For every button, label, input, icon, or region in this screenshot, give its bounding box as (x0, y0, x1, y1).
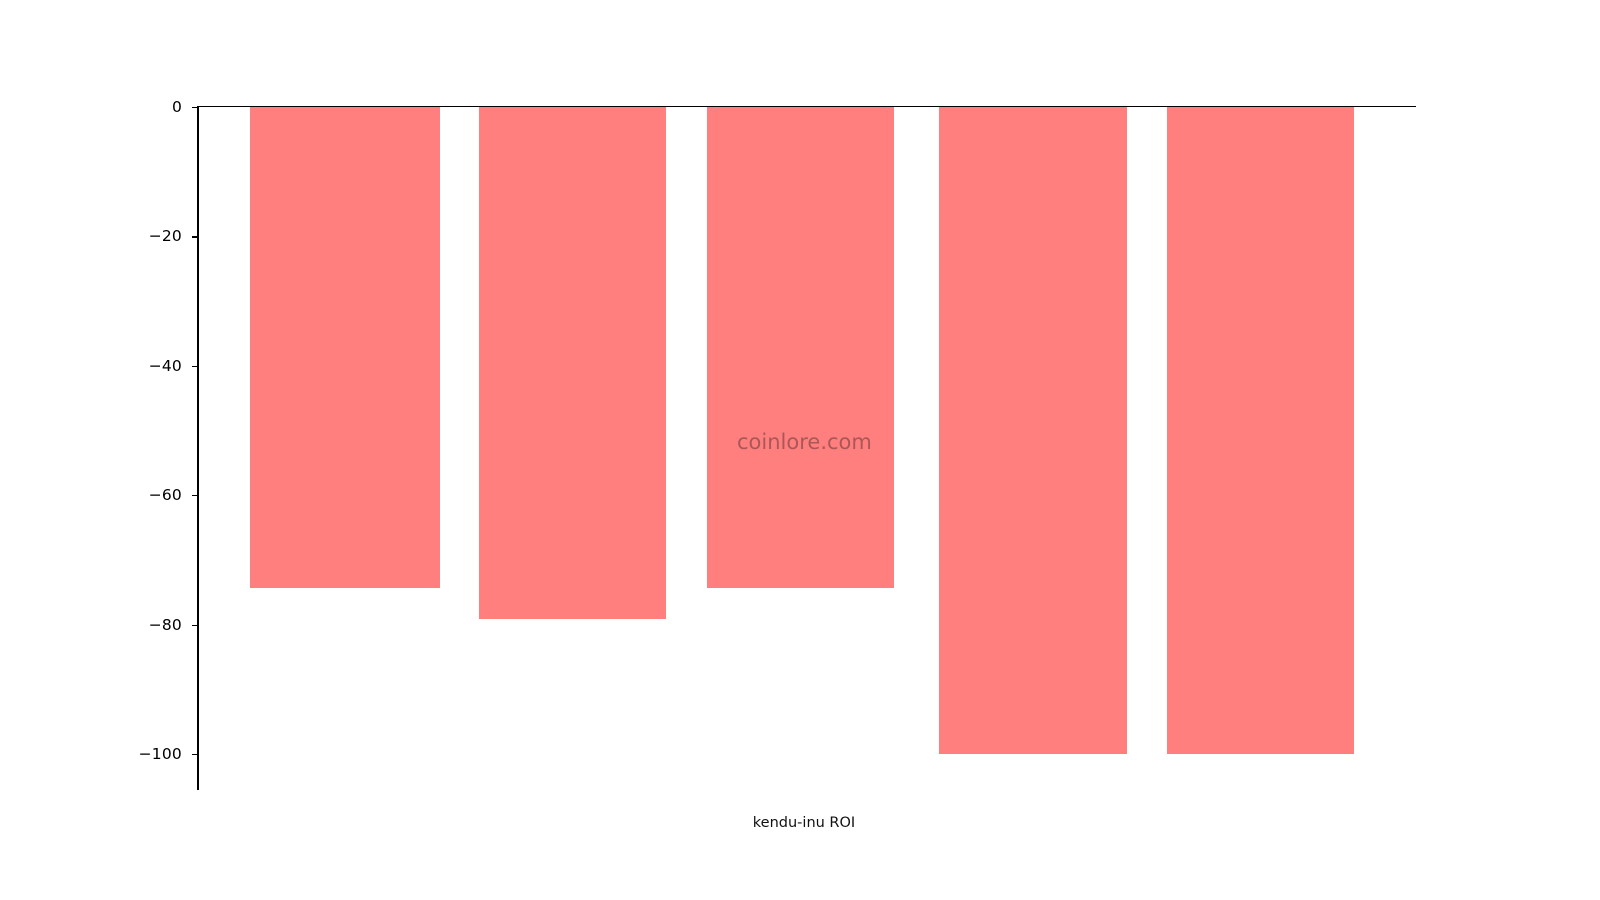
bar (250, 107, 440, 588)
y-axis-tick-label: −80 (148, 615, 182, 634)
x-axis-label-text: kendu-inu ROI (752, 815, 856, 831)
y-axis-tick-label: −60 (148, 486, 182, 505)
y-axis-tick (192, 107, 198, 109)
y-axis-spine (197, 106, 199, 790)
plot-area (192, 107, 1415, 790)
bar (939, 107, 1127, 754)
watermark-text: coinlore.com (737, 430, 872, 454)
y-axis-tick-label: −40 (148, 356, 182, 375)
y-axis-tick (192, 495, 198, 497)
y-axis-tick (192, 624, 198, 626)
bar (707, 107, 894, 588)
y-axis-tick-labels: 0 −20 −40 −60 −80 −100 (120, 98, 182, 790)
y-axis-tick (192, 236, 198, 238)
y-axis-tick (192, 365, 198, 368)
y-axis-tick-label: −100 (138, 745, 182, 763)
bar (1167, 107, 1354, 754)
y-axis-tick-label: −20 (148, 227, 182, 246)
y-axis-tick-label: 0 (171, 98, 182, 116)
x-axis-label: kendu-inu ROI (0, 815, 1600, 831)
y-axis-tick (192, 754, 198, 756)
bar (479, 107, 666, 620)
zero-baseline-axis (198, 106, 1416, 108)
